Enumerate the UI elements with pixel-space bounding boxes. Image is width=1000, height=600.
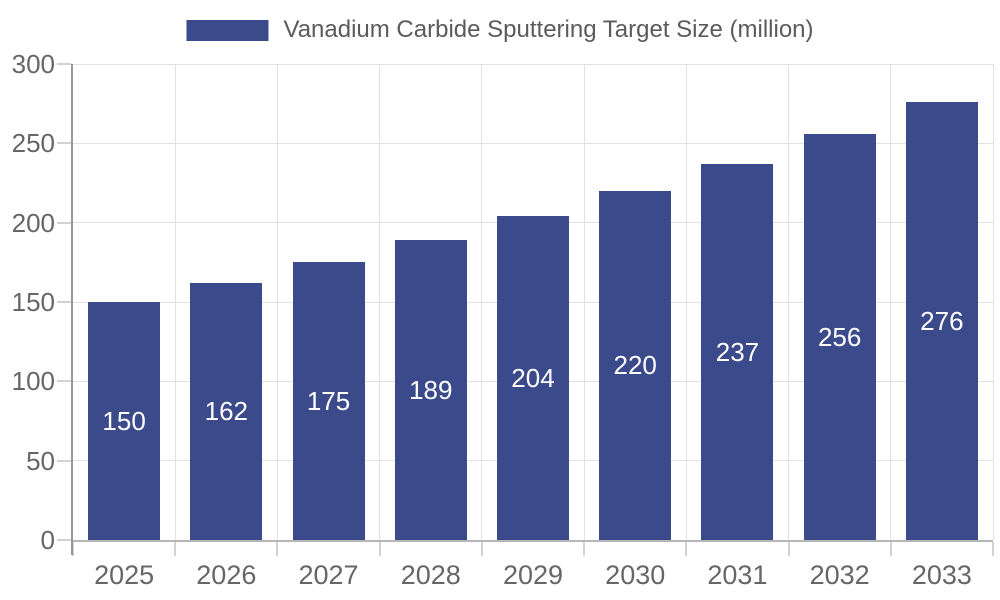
gridline-vertical (890, 64, 892, 540)
bar: 189 (394, 240, 467, 540)
gridline-vertical (992, 64, 994, 540)
gridline-vertical (174, 64, 176, 540)
x-tick-label: 2031 (707, 560, 768, 590)
y-tick-label: 250 (11, 128, 55, 159)
x-tick-label: 2026 (196, 560, 257, 590)
bar-value-label: 237 (715, 336, 760, 367)
gridline-horizontal (73, 63, 993, 65)
x-axis-tick (583, 542, 586, 556)
bar: 276 (905, 102, 978, 540)
bar-value-label: 256 (817, 321, 862, 352)
x-axis-tick (174, 542, 177, 556)
y-tick-label: 50 (26, 445, 55, 476)
y-tick-label: 100 (11, 366, 55, 397)
y-axis-tick (57, 63, 71, 65)
plot-area: 0 50 100 150 200 250 300 150 2025 162 2026 175 2027 1… (12, 49, 994, 590)
y-tick-label: 200 (11, 207, 55, 238)
gridline-horizontal (73, 142, 993, 144)
x-axis-tick (72, 542, 74, 556)
y-axis-tick (57, 301, 71, 303)
bar-value-label: 204 (511, 363, 555, 394)
bar-value-label: 276 (920, 306, 964, 337)
bar: 162 (190, 282, 263, 540)
y-tick-label: 150 (11, 287, 55, 317)
x-axis-tick (889, 542, 892, 556)
legend: Vanadium Carbide Sputtering Target Size … (186, 16, 814, 44)
legend-swatch (186, 19, 269, 41)
y-axis-line (71, 64, 73, 555)
x-tick-label: 2027 (298, 560, 359, 590)
gridline-vertical (583, 64, 585, 540)
x-axis-tick (480, 542, 483, 556)
bar: 150 (88, 302, 161, 540)
x-axis-line (71, 540, 993, 542)
bar: 220 (599, 190, 672, 540)
x-tick-label: 2028 (400, 560, 461, 590)
x-axis-tick (685, 542, 688, 556)
bar-value-label: 175 (306, 386, 351, 417)
y-tick-label: 300 (11, 49, 55, 79)
x-tick-label: 2032 (809, 560, 870, 590)
x-axis-tick (378, 542, 381, 556)
bar-value-label: 189 (409, 375, 453, 406)
bar-value-label: 220 (613, 350, 657, 381)
legend-label: Vanadium Carbide Sputtering Target Size … (283, 16, 814, 43)
gridline-vertical (685, 64, 687, 540)
bar-value-label: 150 (102, 406, 146, 436)
bar: 175 (292, 262, 365, 540)
bar: 237 (701, 163, 774, 540)
bar: 204 (497, 216, 569, 540)
gridline-vertical (276, 64, 278, 540)
y-axis-tick (57, 221, 71, 224)
y-axis-tick (57, 142, 71, 145)
x-tick-label: 2030 (605, 560, 666, 590)
x-axis-tick (276, 542, 279, 556)
x-tick-label: 2029 (502, 560, 564, 590)
x-axis-tick (992, 542, 994, 556)
y-tick-label: 0 (40, 525, 55, 555)
y-axis-tick (57, 539, 71, 541)
gridline-vertical (481, 64, 483, 540)
y-axis-tick (57, 459, 71, 462)
x-tick-label: 2033 (911, 560, 972, 590)
x-axis-tick (787, 542, 790, 556)
y-axis-tick (57, 380, 71, 383)
bar: 256 (803, 133, 876, 540)
x-tick-label: 2025 (94, 560, 155, 590)
bar-value-label: 162 (204, 396, 249, 427)
gridline-vertical (788, 64, 790, 540)
gridline-vertical (379, 64, 381, 540)
